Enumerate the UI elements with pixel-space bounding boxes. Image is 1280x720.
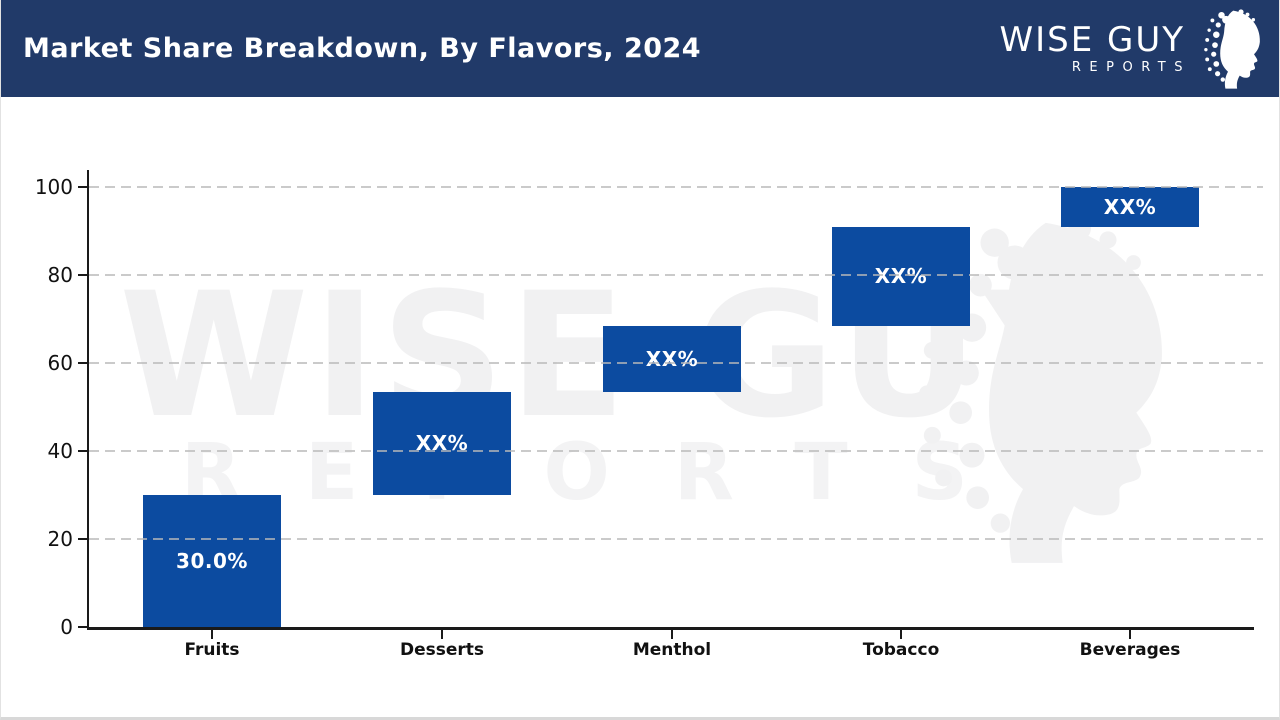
wiseguy-face-icon: [1204, 8, 1260, 89]
gridline-100: [89, 186, 1263, 188]
y-tick-label-40: 40: [47, 439, 73, 463]
watermark-text-2: REPORTS: [181, 428, 1032, 518]
gridline-80: [89, 274, 1263, 276]
y-tick-label-100: 100: [34, 175, 73, 199]
bar-value-label: 30.0%: [176, 549, 248, 573]
bar-value-label: XX%: [874, 264, 928, 289]
y-tick-label-20: 20: [47, 527, 73, 551]
bar-fruits[interactable]: 30.0%: [143, 495, 281, 627]
bar-desserts[interactable]: XX%: [373, 391, 511, 495]
y-tick-mark-80: [78, 274, 87, 276]
y-tick-mark-20: [78, 538, 87, 540]
bar-tobacco[interactable]: XX%: [832, 226, 970, 326]
x-tick-mark-beverages: [1129, 630, 1131, 639]
y-tick-mark-0: [78, 626, 87, 628]
brand-logo: WISE GUY REPORTS: [999, 6, 1267, 92]
x-axis-label-desserts: Desserts: [399, 640, 485, 660]
y-tick-mark-40: [78, 450, 87, 452]
gridline-20: [89, 538, 1263, 540]
y-tick-label-0: 0: [60, 615, 73, 639]
page-title: Market Share Breakdown, By Flavors, 2024: [23, 33, 702, 64]
x-axis-label-tobacco: Tobacco: [862, 640, 940, 660]
brand-text: WISE GUY REPORTS: [999, 23, 1185, 75]
y-tick-label-60: 60: [47, 351, 73, 375]
x-axis-label-menthol: Menthol: [632, 640, 712, 660]
brand-name: WISE GUY: [999, 19, 1185, 60]
y-tick-mark-60: [78, 362, 87, 364]
y-axis-line: [87, 170, 89, 630]
x-axis-line: [87, 627, 1254, 630]
gridline-60: [89, 362, 1263, 364]
bar-beverages[interactable]: XX%: [1061, 187, 1199, 227]
x-tick-mark-desserts: [441, 630, 443, 639]
x-tick-mark-menthol: [671, 630, 673, 639]
x-tick-mark-tobacco: [900, 630, 902, 639]
brand-subtitle: REPORTS: [1071, 59, 1191, 75]
x-tick-mark-fruits: [211, 630, 213, 639]
x-axis-label-fruits: Fruits: [184, 640, 240, 660]
y-tick-mark-100: [78, 186, 87, 188]
bar-value-label: XX%: [1103, 194, 1157, 219]
x-axis-label-beverages: Beverages: [1079, 640, 1181, 660]
bar-value-label: XX%: [645, 346, 699, 371]
header-bar: Market Share Breakdown, By Flavors, 2024…: [1, 0, 1279, 97]
y-tick-label-80: 80: [47, 263, 73, 287]
bar-menthol[interactable]: XX%: [603, 325, 741, 392]
gridline-40: [89, 450, 1263, 452]
